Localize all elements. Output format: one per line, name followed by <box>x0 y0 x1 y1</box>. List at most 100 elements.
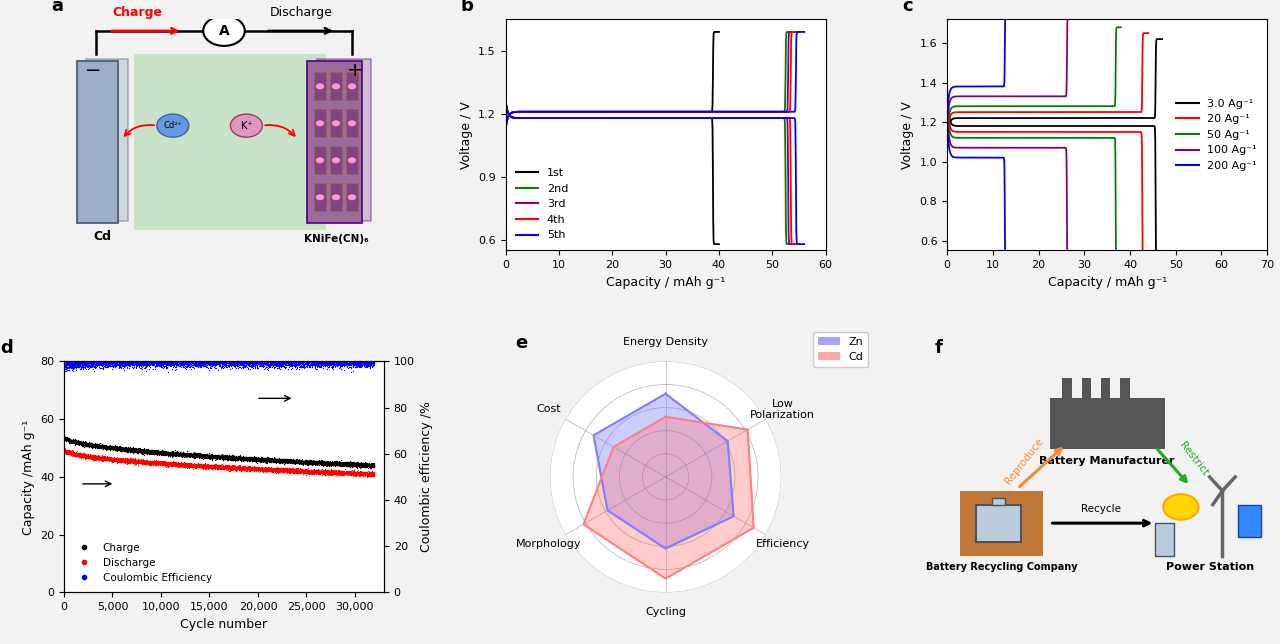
Point <box>173 450 193 460</box>
Point <box>122 444 142 455</box>
Point <box>178 460 198 470</box>
Point <box>302 468 323 478</box>
Point <box>250 453 270 464</box>
Point <box>93 355 114 366</box>
Point <box>219 461 239 471</box>
Point <box>137 457 157 468</box>
Point <box>178 358 198 368</box>
Point <box>332 460 352 470</box>
Point <box>347 468 367 478</box>
Point <box>279 466 300 477</box>
Point <box>280 359 301 369</box>
Point <box>347 360 367 370</box>
Point <box>193 356 214 366</box>
Point <box>285 456 306 466</box>
Point <box>227 453 247 464</box>
Point <box>353 459 374 469</box>
Point <box>155 448 175 458</box>
Point <box>124 355 145 366</box>
Point <box>152 456 173 466</box>
Point <box>104 444 124 455</box>
Point <box>116 446 137 456</box>
Point <box>241 452 261 462</box>
Point <box>152 460 173 471</box>
Point <box>302 360 323 370</box>
Point <box>106 444 127 455</box>
Point <box>285 464 306 475</box>
Point <box>150 448 170 459</box>
Point <box>54 444 74 455</box>
Point <box>159 460 179 471</box>
Point <box>352 467 372 477</box>
Point <box>93 442 114 453</box>
Point <box>244 464 265 474</box>
Point <box>259 355 279 366</box>
Point <box>326 459 347 469</box>
Point <box>215 460 236 471</box>
Point <box>232 464 252 474</box>
Point <box>111 455 132 466</box>
Point <box>61 437 82 447</box>
Point <box>93 441 114 451</box>
Point <box>70 363 91 374</box>
Point <box>340 459 361 469</box>
Point <box>339 469 360 479</box>
Point <box>120 442 141 453</box>
Point <box>105 360 125 370</box>
Point <box>132 359 152 369</box>
Point <box>229 357 250 367</box>
Point <box>106 457 127 467</box>
Point <box>257 351 278 361</box>
Point <box>342 465 362 475</box>
Point <box>179 361 200 371</box>
Point <box>293 466 314 476</box>
Point <box>228 453 248 464</box>
Point <box>150 354 170 364</box>
Point <box>96 455 116 465</box>
Point <box>239 464 260 475</box>
Point <box>67 358 87 368</box>
Point <box>65 450 86 460</box>
Point <box>218 461 238 471</box>
Point <box>96 441 116 451</box>
Point <box>79 450 100 460</box>
Point <box>293 457 314 467</box>
Point <box>307 353 328 363</box>
Point <box>137 355 157 365</box>
Point <box>141 458 161 468</box>
Point <box>148 361 169 371</box>
Point <box>87 441 108 451</box>
Point <box>294 466 315 476</box>
Point <box>184 357 205 367</box>
Point <box>352 460 372 470</box>
Point <box>169 459 189 469</box>
Point <box>338 469 358 479</box>
Point <box>77 439 97 450</box>
Point <box>110 354 131 364</box>
Point <box>104 442 124 452</box>
Point <box>307 351 328 361</box>
Point <box>269 455 289 465</box>
Point <box>97 452 118 462</box>
Point <box>142 447 163 457</box>
Point <box>224 464 244 474</box>
Point <box>197 461 218 471</box>
Point <box>137 446 157 457</box>
Point <box>182 358 202 368</box>
Point <box>310 468 330 478</box>
Point <box>212 355 233 366</box>
Point <box>87 440 108 451</box>
Point <box>59 359 79 370</box>
Point <box>242 463 262 473</box>
Point <box>60 358 81 368</box>
Point <box>145 446 165 457</box>
Point <box>219 451 239 462</box>
Point <box>118 446 138 456</box>
Point <box>247 462 268 473</box>
Point <box>124 446 145 457</box>
Point <box>204 462 224 473</box>
Point <box>141 446 161 457</box>
Point <box>105 444 125 455</box>
Point <box>264 359 284 369</box>
Point <box>244 464 265 474</box>
